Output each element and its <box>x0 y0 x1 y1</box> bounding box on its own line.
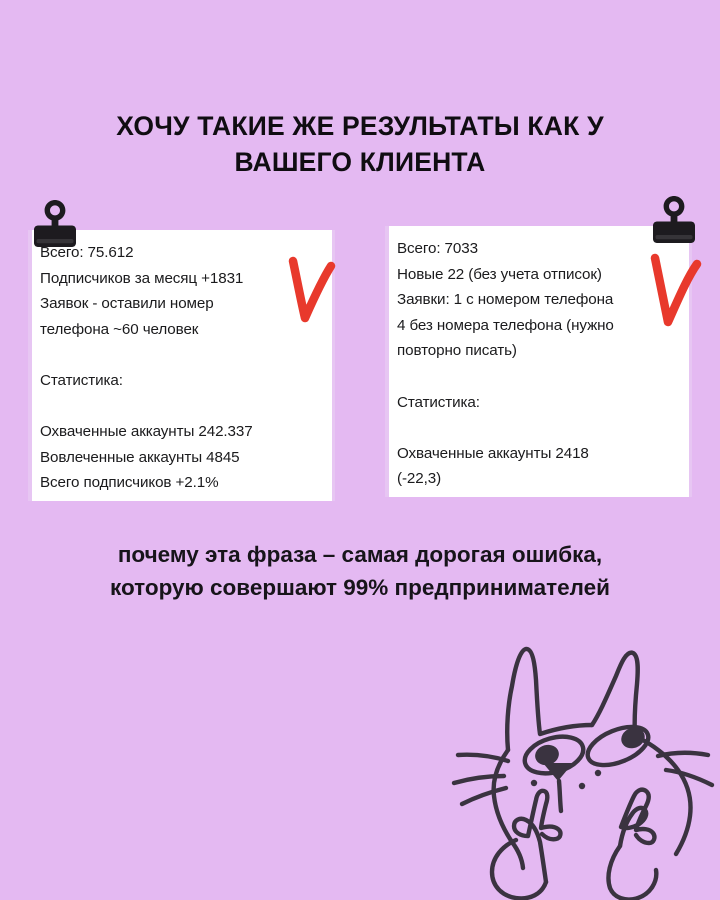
stats-line-spacer <box>40 342 325 368</box>
screenshot-edge-strip-left <box>28 230 32 501</box>
stats-line: (-22,3) <box>397 470 442 488</box>
stats-line-spacer <box>397 415 682 441</box>
stats-line: Заявки: 1 с номером телефона <box>397 291 614 309</box>
stats-line: Новые 22 (без учета отписок) <box>397 265 602 283</box>
stats-card-right: Всего: 7033 Новые 22 (без учета отписок)… <box>385 226 692 497</box>
stats-card-left-body: Всего: 75.612 Подписчиков за месяц +1831… <box>28 230 335 501</box>
binder-clip-icon <box>34 200 76 247</box>
screenshot-edge-strip-right <box>689 226 692 497</box>
stats-section-heading: Статистика: <box>397 393 480 411</box>
stats-line: Заявок - оставили номер <box>40 295 214 313</box>
binder-clip-icon <box>653 196 695 243</box>
stats-line-spacer <box>397 364 682 390</box>
caption-line-1: почему эта фраза – самая дорогая ошибка, <box>117 542 603 567</box>
stats-line-spacer <box>40 394 325 420</box>
screenshot-edge-strip-right <box>332 230 335 501</box>
page-title-line-1: ХОЧУ ТАКИЕ ЖЕ РЕЗУЛЬТАТЫ КАК У <box>116 111 604 141</box>
stats-line: Всего подписчиков +2.1% <box>40 474 219 492</box>
cat-doodle-illustration <box>451 646 715 900</box>
caption-line-2: которую совершают 99% предпринимателей <box>109 575 611 600</box>
screenshot-edge-strip-left <box>385 226 389 497</box>
stats-line: повторно писать) <box>397 342 517 360</box>
stats-line: телефона ~60 человек <box>40 320 199 338</box>
stats-line: Охваченные аккаунты 242.337 <box>40 423 253 441</box>
stats-line: Взаимодействия 369 <box>397 492 682 497</box>
page-title-line-2: ВАШЕГО КЛИЕНТА <box>234 147 486 177</box>
stats-card-left: Всего: 75.612 Подписчиков за месяц +1831… <box>28 230 335 501</box>
stats-line: Всего: 7033 <box>397 240 478 257</box>
stats-line: 4 без номера телефона (нужно <box>397 316 614 334</box>
stats-line: Подписчиков за месяц +1831 <box>40 269 244 287</box>
stats-line: Охваченные аккаунты 2418 <box>397 444 589 462</box>
stats-section-heading: Статистика: <box>40 371 123 389</box>
page-title: ХОЧУ ТАКИЕ ЖЕ РЕЗУЛЬТАТЫ КАК У ВАШЕГО КЛ… <box>40 108 680 180</box>
stats-line: Всего: 75.612 <box>40 244 134 261</box>
stats-card-right-body: Всего: 7033 Новые 22 (без учета отписок)… <box>385 226 692 497</box>
caption-text: почему эта фраза – самая дорогая ошибка,… <box>40 538 680 604</box>
stats-line: Вовлеченные аккаунты 4845 <box>40 448 240 466</box>
